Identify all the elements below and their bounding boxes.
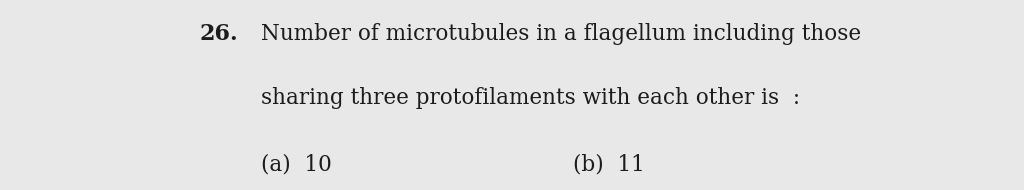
Text: (a)  10: (a) 10 [261,154,332,176]
Text: sharing three protofilaments with each other is  :: sharing three protofilaments with each o… [261,87,800,109]
Text: Number of microtubules in a flagellum including those: Number of microtubules in a flagellum in… [261,23,861,45]
Text: 26.: 26. [200,23,239,45]
Text: (b)  11: (b) 11 [573,154,645,176]
